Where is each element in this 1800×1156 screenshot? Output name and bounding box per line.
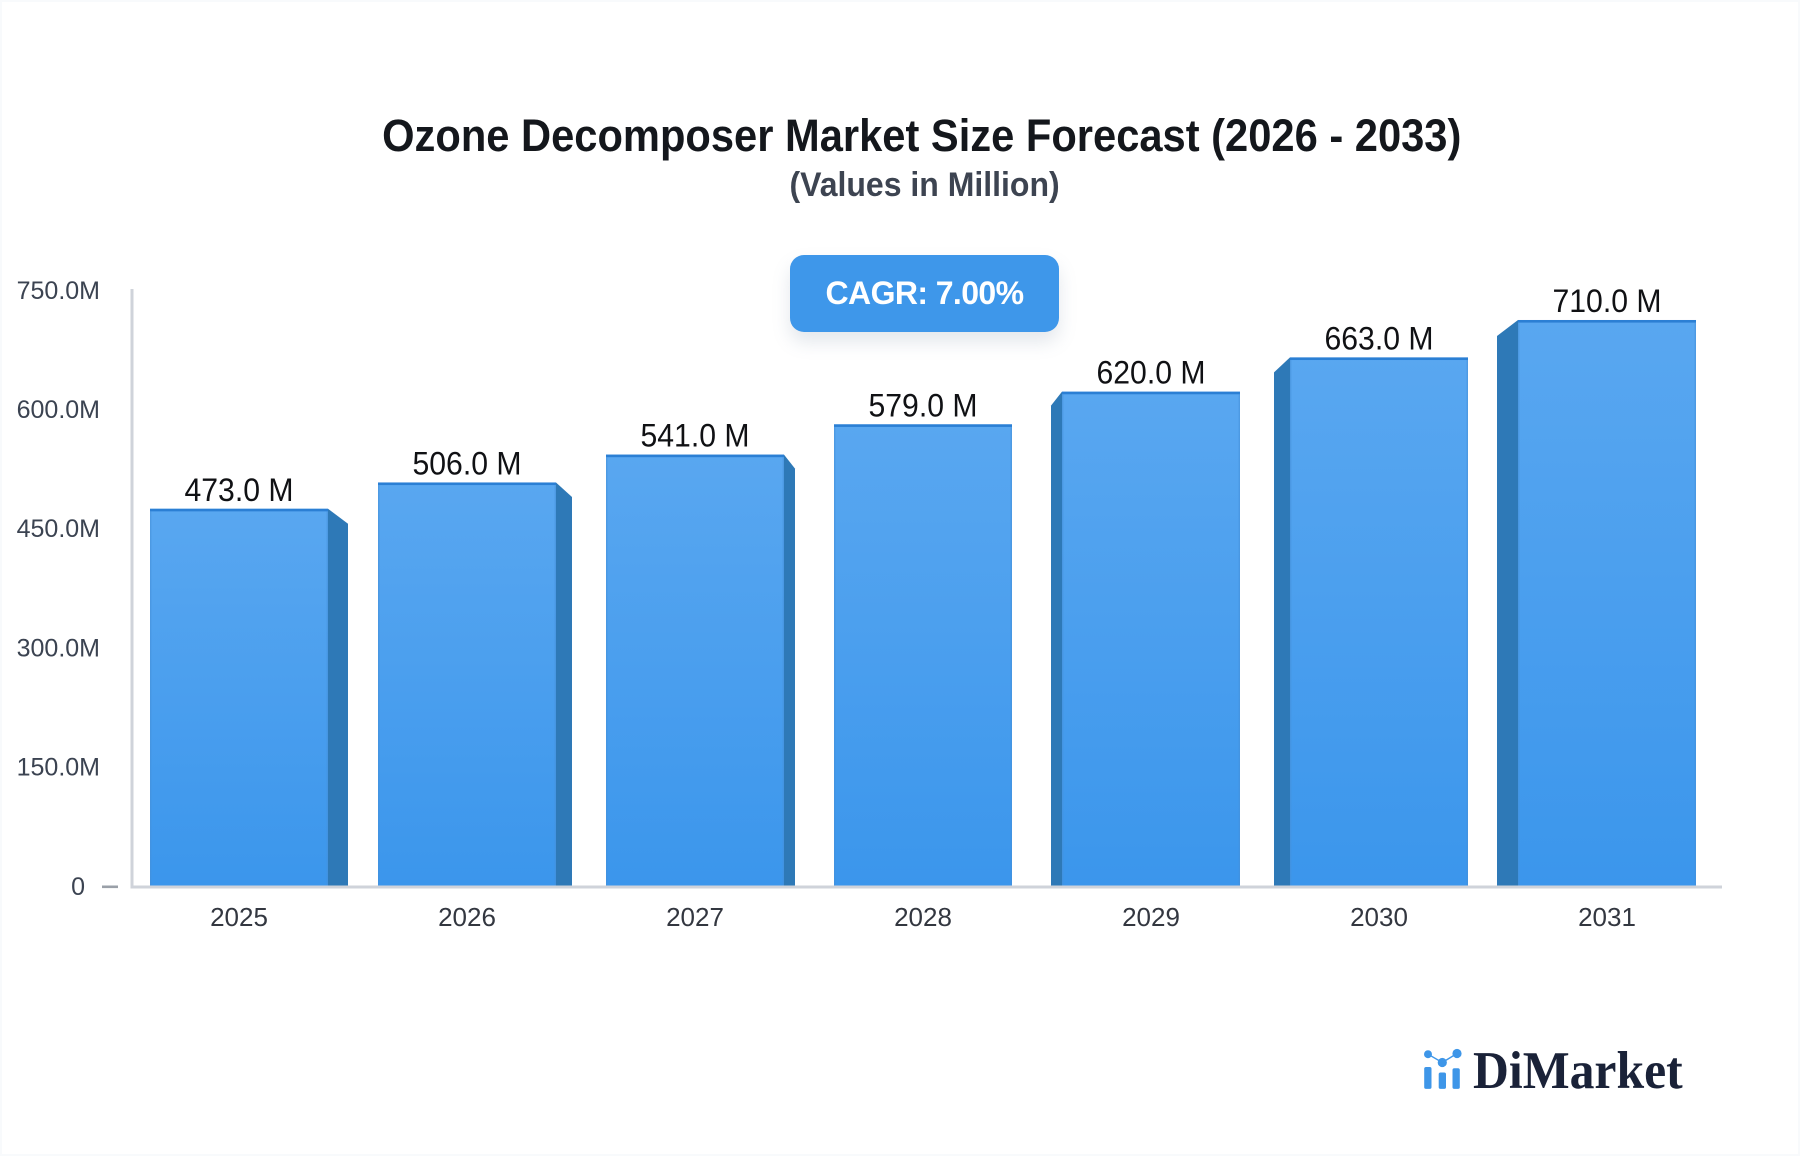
- svg-text:150.0M: 150.0M: [17, 754, 100, 782]
- svg-text:0: 0: [71, 873, 85, 901]
- svg-text:2030: 2030: [1350, 902, 1408, 932]
- svg-text:506.0 M: 506.0 M: [413, 445, 522, 481]
- svg-text:710.0 M: 710.0 M: [1553, 283, 1662, 319]
- svg-text:620.0 M: 620.0 M: [1097, 355, 1206, 391]
- svg-text:663.0 M: 663.0 M: [1325, 320, 1434, 356]
- svg-text:473.0 M: 473.0 M: [185, 472, 294, 508]
- svg-text:541.0 M: 541.0 M: [641, 418, 750, 454]
- svg-text:2031: 2031: [1578, 902, 1636, 932]
- svg-text:750.0M: 750.0M: [17, 277, 100, 305]
- svg-text:2027: 2027: [666, 902, 724, 932]
- svg-text:2029: 2029: [1122, 902, 1180, 932]
- svg-text:2028: 2028: [894, 902, 952, 932]
- svg-text:579.0 M: 579.0 M: [869, 387, 978, 423]
- svg-text:2025: 2025: [210, 902, 268, 932]
- svg-text:300.0M: 300.0M: [17, 634, 100, 662]
- svg-text:2026: 2026: [438, 902, 496, 932]
- svg-text:450.0M: 450.0M: [17, 515, 100, 543]
- svg-text:600.0M: 600.0M: [17, 396, 100, 424]
